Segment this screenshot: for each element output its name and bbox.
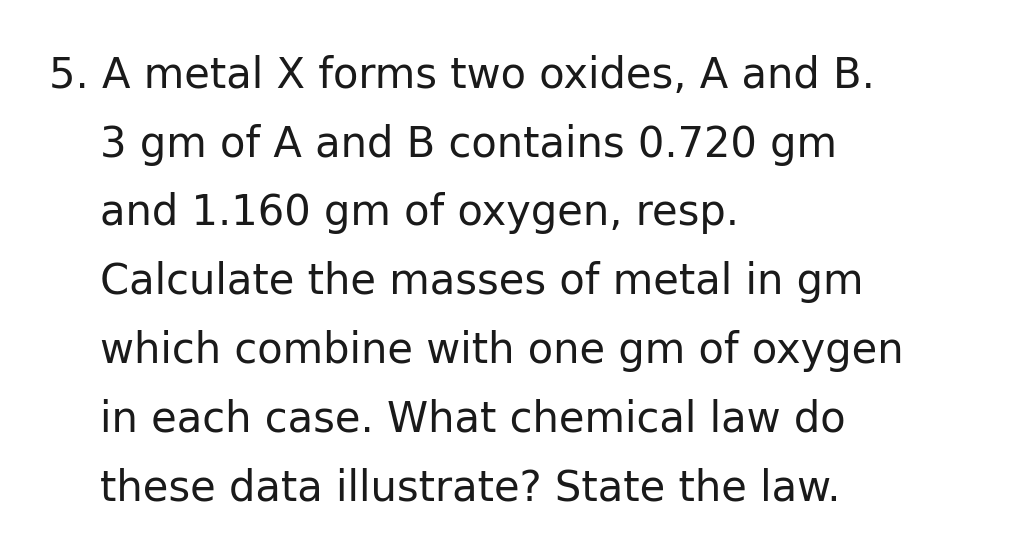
Text: which combine with one gm of oxygen: which combine with one gm of oxygen <box>100 330 904 372</box>
Text: 3 gm of A and B contains 0.720 gm: 3 gm of A and B contains 0.720 gm <box>100 124 838 166</box>
Text: Calculate the masses of metal in gm: Calculate the masses of metal in gm <box>100 261 864 303</box>
Text: these data illustrate? State the law.: these data illustrate? State the law. <box>100 468 841 509</box>
Text: and 1.160 gm of oxygen, resp.: and 1.160 gm of oxygen, resp. <box>100 192 739 234</box>
Text: 5. A metal X forms two oxides, A and B.: 5. A metal X forms two oxides, A and B. <box>49 55 876 97</box>
Text: in each case. What chemical law do: in each case. What chemical law do <box>100 399 846 441</box>
